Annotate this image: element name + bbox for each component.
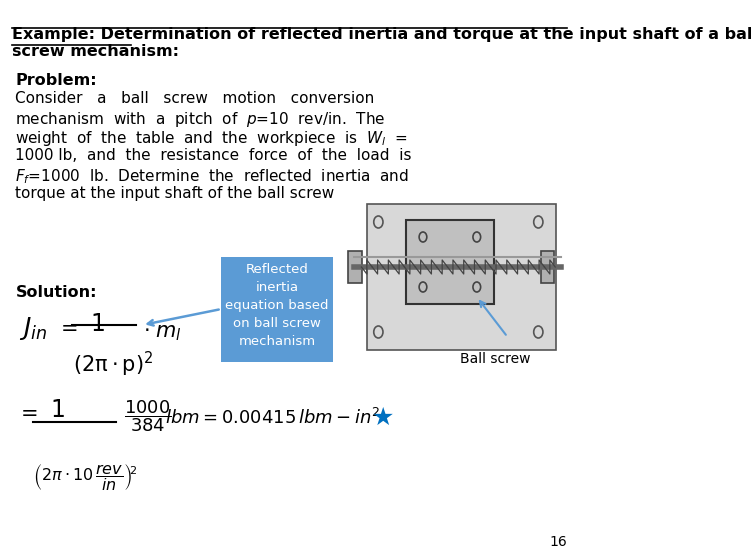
Text: screw mechanism:: screw mechanism:: [11, 44, 178, 59]
FancyBboxPatch shape: [406, 220, 494, 304]
Text: $=$: $=$: [16, 402, 38, 422]
Text: $\cdot\; m_l$: $\cdot\; m_l$: [143, 323, 181, 343]
Text: $1$: $1$: [50, 398, 65, 422]
FancyBboxPatch shape: [541, 251, 554, 283]
Text: 16: 16: [549, 535, 567, 549]
Text: $lbm = 0.00415\,lbm - in^2$: $lbm = 0.00415\,lbm - in^2$: [166, 408, 381, 428]
Text: mechanism  with  a  pitch  of  $p$=10  rev/in.  The: mechanism with a pitch of $p$=10 rev/in.…: [15, 110, 386, 129]
FancyBboxPatch shape: [221, 257, 333, 362]
Text: Example: Determination of reflected inertia and torque at the input shaft of a b: Example: Determination of reflected iner…: [11, 27, 753, 42]
Text: Reflected
inertia
equation based
on ball screw
mechanism: Reflected inertia equation based on ball…: [225, 263, 329, 348]
Text: $\mathregular{(2\pi \cdot p)^2}$: $\mathregular{(2\pi \cdot p)^2}$: [73, 350, 154, 379]
Text: ★: ★: [371, 406, 394, 430]
Text: $\dfrac{1000}{384}$: $\dfrac{1000}{384}$: [123, 398, 172, 434]
Text: torque at the input shaft of the ball screw: torque at the input shaft of the ball sc…: [15, 186, 334, 201]
FancyBboxPatch shape: [367, 204, 556, 350]
Text: 1000 lb,  and  the  resistance  force  of  the  load  is: 1000 lb, and the resistance force of the…: [15, 148, 412, 163]
Text: Solution:: Solution:: [15, 285, 97, 300]
Text: $1$: $1$: [90, 312, 105, 336]
Text: $\left(2\pi \cdot 10\,\dfrac{rev}{in}\right)^{\!2}$: $\left(2\pi \cdot 10\,\dfrac{rev}{in}\ri…: [33, 462, 138, 493]
Text: $F_f$=1000  lb.  Determine  the  reflected  inertia  and: $F_f$=1000 lb. Determine the reflected i…: [15, 167, 410, 185]
Text: weight  of  the  table  and  the  workpiece  is  $W_l$  =: weight of the table and the workpiece is…: [15, 129, 408, 148]
Text: Ball screw: Ball screw: [460, 352, 531, 366]
Text: $=$: $=$: [56, 317, 78, 337]
Text: $J_{in}$: $J_{in}$: [20, 315, 47, 342]
FancyBboxPatch shape: [349, 251, 362, 283]
Text: Consider   a   ball   screw   motion   conversion: Consider a ball screw motion conversion: [15, 91, 375, 106]
Text: Problem:: Problem:: [15, 73, 97, 88]
